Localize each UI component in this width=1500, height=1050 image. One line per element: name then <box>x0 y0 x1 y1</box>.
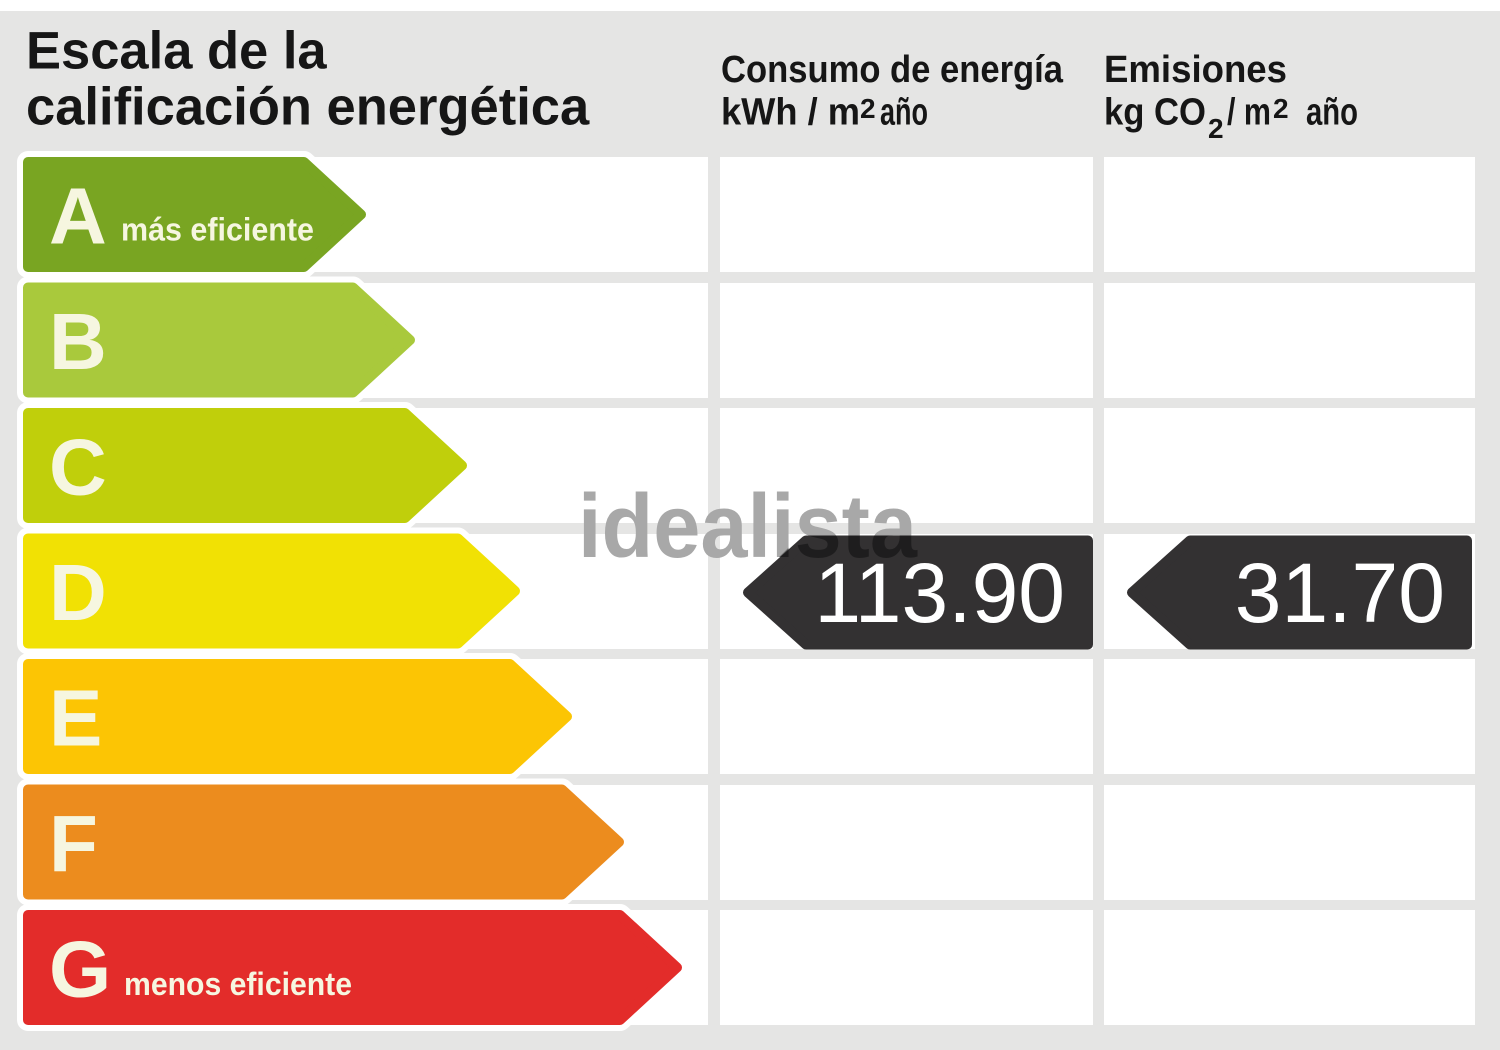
svg-text:kg CO: kg CO <box>1104 92 1206 134</box>
svg-text:más eficiente: más eficiente <box>121 212 314 248</box>
svg-text:E: E <box>49 674 102 763</box>
svg-text:G: G <box>49 925 111 1014</box>
svg-text:Emisiones: Emisiones <box>1104 49 1287 91</box>
svg-text:C: C <box>49 423 107 512</box>
svg-text:2: 2 <box>1208 113 1224 144</box>
svg-text:113.90: 113.90 <box>814 546 1065 640</box>
svg-text:31.70: 31.70 <box>1235 546 1445 640</box>
svg-text:/ m: / m <box>1227 92 1271 134</box>
svg-text:D: D <box>49 548 107 637</box>
svg-text:2: 2 <box>860 93 876 124</box>
svg-text:F: F <box>49 799 98 888</box>
svg-text:año: año <box>880 92 928 134</box>
svg-text:kWh / m: kWh / m <box>721 92 860 134</box>
svg-text:2: 2 <box>1273 93 1289 124</box>
svg-text:calificación energética: calificación energética <box>26 77 590 136</box>
svg-text:año: año <box>1306 92 1358 134</box>
svg-text:A: A <box>49 172 107 261</box>
svg-text:Consumo de energía: Consumo de energía <box>721 49 1064 91</box>
svg-text:menos eficiente: menos eficiente <box>124 966 352 1002</box>
svg-text:Escala de la: Escala de la <box>26 22 327 81</box>
svg-text:B: B <box>49 297 107 386</box>
